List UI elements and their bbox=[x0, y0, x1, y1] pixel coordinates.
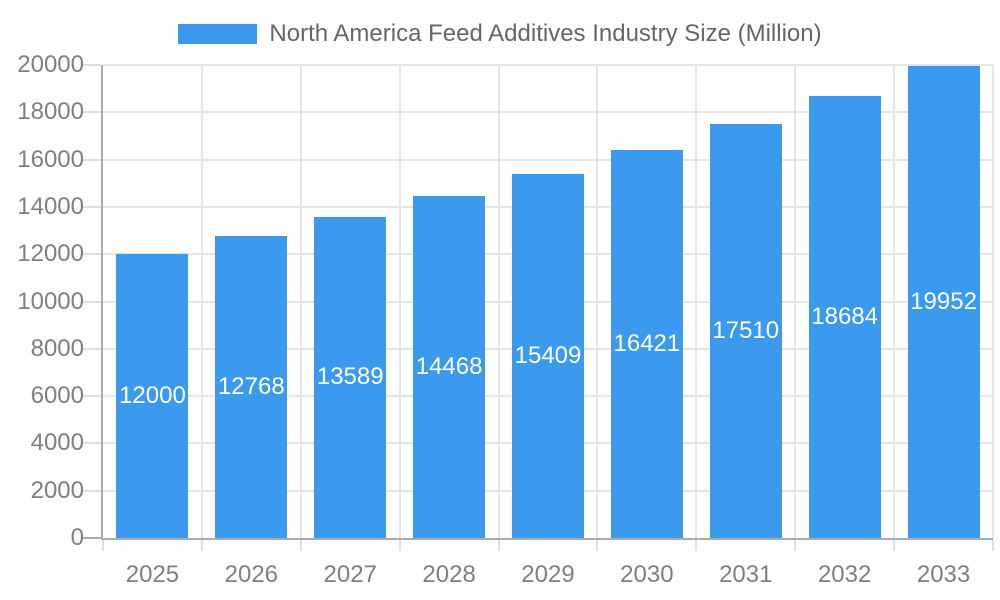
x-tick-label: 2031 bbox=[719, 561, 773, 588]
gridline bbox=[596, 65, 599, 538]
y-tick-label: 14000 bbox=[17, 192, 84, 220]
y-tick-mark bbox=[83, 395, 101, 398]
y-tick-mark bbox=[83, 300, 101, 303]
bar[interactable] bbox=[116, 254, 189, 538]
x-tick-label: 2033 bbox=[916, 561, 971, 588]
y-tick-mark bbox=[83, 347, 101, 350]
gridline bbox=[695, 65, 698, 538]
bar[interactable] bbox=[907, 66, 980, 538]
plot-area: 12000 12768 13589 14468 15409 16421 17510 18684… bbox=[83, 64, 994, 551]
y-tick-label: 16000 bbox=[17, 145, 84, 173]
bar-value-label: 15409 bbox=[514, 341, 582, 369]
bar[interactable] bbox=[610, 149, 683, 538]
x-tick-label: 2030 bbox=[620, 561, 674, 588]
legend-item[interactable]: North America Feed Additives Industry Si… bbox=[178, 20, 822, 47]
x-tick-mark bbox=[794, 540, 797, 551]
y-tick-label: 0 bbox=[70, 524, 84, 551]
x-tick-mark bbox=[398, 540, 401, 551]
bar[interactable] bbox=[512, 173, 584, 538]
x-tick-label: 2025 bbox=[125, 561, 180, 588]
y-tick-mark bbox=[83, 111, 101, 114]
bar-value-label: 18684 bbox=[811, 303, 879, 331]
legend-label: North America Feed Additives Industry Si… bbox=[269, 20, 822, 47]
bar-value-label: 19952 bbox=[910, 288, 977, 316]
gridline bbox=[794, 65, 797, 538]
bar[interactable] bbox=[413, 195, 486, 538]
bar[interactable] bbox=[808, 96, 881, 538]
y-tick-mark bbox=[83, 64, 101, 66]
y-axis: 0 2000 4000 6000 8000 10000 12000 14000 16000 180… bbox=[0, 51, 84, 551]
gridline bbox=[200, 65, 203, 538]
bar-value-label: 12000 bbox=[119, 382, 186, 410]
gridline bbox=[103, 111, 993, 114]
y-tick-mark bbox=[83, 205, 101, 208]
x-tick-mark bbox=[497, 540, 500, 551]
gridline bbox=[398, 65, 401, 538]
x-tick-mark bbox=[695, 540, 698, 551]
y-tick-mark bbox=[83, 253, 101, 256]
y-tick-mark bbox=[83, 158, 101, 161]
x-tick-label: 2026 bbox=[224, 561, 279, 588]
gridline bbox=[992, 65, 994, 538]
y-tick-label: 10000 bbox=[17, 287, 84, 315]
x-tick-mark bbox=[200, 540, 203, 551]
y-tick-label: 8000 bbox=[30, 334, 84, 362]
y-tick-label: 12000 bbox=[17, 240, 84, 268]
y-tick-label: 20000 bbox=[17, 51, 84, 78]
x-tick-mark bbox=[596, 540, 599, 551]
bar[interactable] bbox=[709, 123, 782, 538]
gridline bbox=[299, 65, 302, 538]
x-tick-mark bbox=[992, 540, 994, 551]
bar-value-label: 12768 bbox=[217, 373, 285, 401]
gridline bbox=[103, 64, 993, 66]
bar-value-label: 16421 bbox=[613, 329, 681, 357]
gridline bbox=[893, 65, 896, 538]
bar-value-label: 13589 bbox=[316, 363, 384, 391]
legend-swatch bbox=[178, 24, 258, 44]
bar[interactable] bbox=[215, 236, 288, 538]
legend: North America Feed Additives Industry Si… bbox=[0, 22, 1000, 46]
x-tick-label: 2029 bbox=[521, 561, 575, 588]
y-tick-label: 6000 bbox=[30, 382, 84, 410]
gridline bbox=[103, 158, 993, 161]
x-tick-mark bbox=[893, 540, 896, 551]
x-axis: 2025 2026 2027 2028 2029 2030 2031 2032 2033 bbox=[103, 560, 993, 592]
y-tick-mark bbox=[83, 442, 101, 445]
y-tick-label: 18000 bbox=[17, 98, 84, 126]
y-tick-mark bbox=[83, 537, 101, 539]
y-tick-label: 2000 bbox=[30, 476, 84, 504]
y-tick-mark bbox=[83, 489, 101, 492]
x-tick-label: 2032 bbox=[817, 561, 872, 588]
x-tick-label: 2028 bbox=[422, 561, 476, 588]
bar[interactable] bbox=[314, 216, 387, 538]
x-tick-label: 2027 bbox=[323, 561, 377, 588]
x-tick-mark bbox=[299, 540, 302, 551]
x-tick-mark bbox=[102, 540, 104, 551]
gridline bbox=[497, 65, 500, 538]
bar-value-label: 17510 bbox=[712, 316, 780, 344]
bar-value-label: 14468 bbox=[415, 352, 483, 380]
y-tick-label: 4000 bbox=[30, 429, 84, 457]
